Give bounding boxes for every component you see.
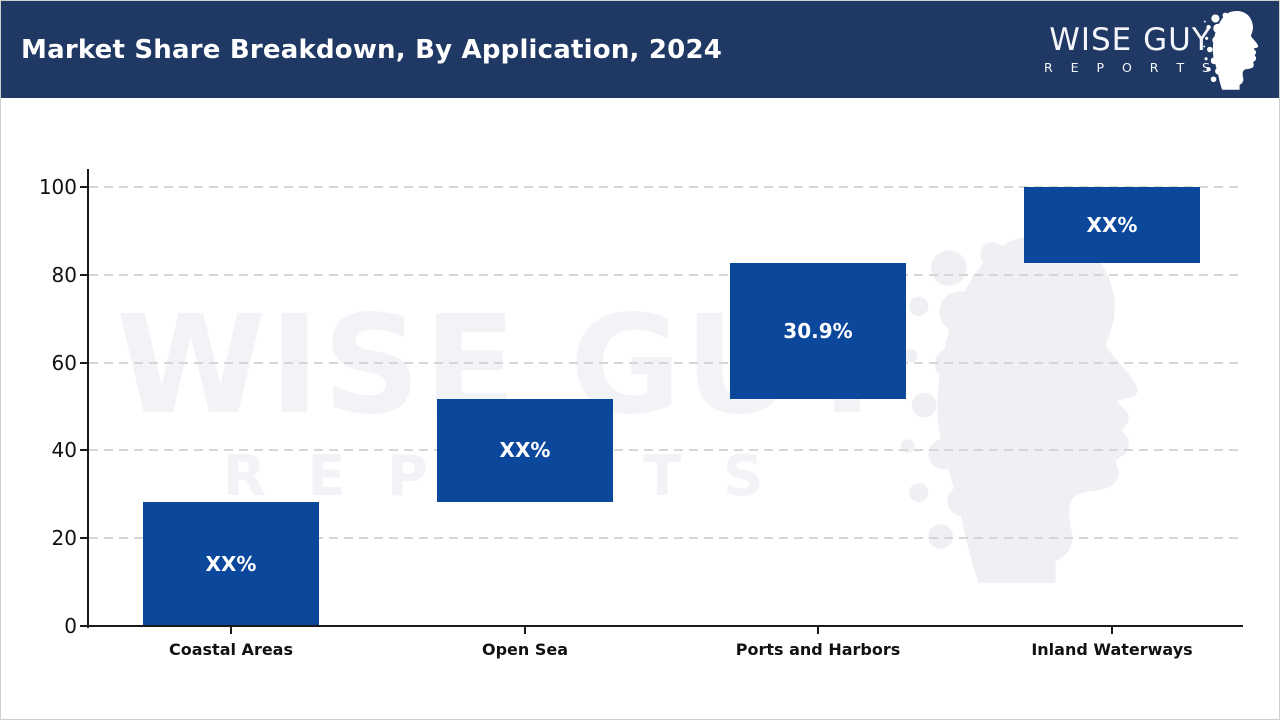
- ytick-mark-20: [80, 537, 88, 540]
- chart-title: Market Share Breakdown, By Application, …: [21, 34, 723, 65]
- ytick-mark-60: [80, 361, 88, 364]
- watermark-head-icon: [895, 235, 1138, 583]
- ytick-label-0: 0: [64, 614, 77, 638]
- y-axis-line: [87, 169, 89, 628]
- x-axis-line: [87, 625, 1243, 627]
- gridline-60: [89, 361, 1243, 364]
- xtick-mark-ports-and-harbors: [817, 627, 819, 634]
- gridline-100: [89, 186, 1243, 188]
- ytick-label-100: 100: [38, 175, 77, 199]
- ytick-label-80: 80: [51, 262, 77, 287]
- bar-coastal-areas: XX%: [143, 501, 319, 626]
- logo-text: WISE GUY R E P O R T S: [1043, 21, 1217, 75]
- ytick-label-60: 60: [51, 350, 77, 375]
- bar-value-label: 30.9%: [783, 319, 853, 344]
- xtick-mark-coastal-areas: [230, 627, 232, 634]
- bar-inland-waterways: XX%: [1024, 187, 1200, 264]
- bar-open-sea: XX%: [437, 399, 613, 502]
- gridline-20: [89, 537, 1243, 540]
- bar-value-label: XX%: [205, 551, 257, 576]
- logo-subtitle: R E P O R T S: [1043, 59, 1217, 75]
- bar-value-label: XX%: [499, 438, 551, 463]
- bar-value-label: XX%: [1086, 213, 1138, 238]
- ytick-label-20: 20: [51, 526, 77, 551]
- xlabel-ports-and-harbors: Ports and Harbors: [735, 640, 901, 659]
- xtick-mark-inland-waterways: [1111, 627, 1113, 634]
- ytick-mark-40: [80, 449, 88, 452]
- ytick-mark-100: [80, 186, 88, 188]
- header-bar: Market Share Breakdown, By Application, …: [1, 1, 1279, 98]
- bar-ports-and-harbors: 30.9%: [730, 263, 906, 400]
- gridline-40: [89, 449, 1243, 452]
- gridline-80: [89, 273, 1243, 276]
- xlabel-coastal-areas: Coastal Areas: [169, 640, 293, 659]
- logo-head-icon: [1203, 11, 1259, 90]
- logo-wordmark: WISE GUY: [1049, 21, 1212, 58]
- xtick-mark-open-sea: [524, 627, 526, 634]
- xlabel-open-sea: Open Sea: [481, 640, 569, 659]
- ytick-mark-0: [80, 625, 88, 627]
- xlabel-inland-waterways: Inland Waterways: [1031, 640, 1193, 659]
- wiseguy-logo: WISE GUY R E P O R T S: [1044, 9, 1265, 90]
- ytick-label-40: 40: [51, 438, 77, 463]
- ytick-mark-80: [80, 273, 88, 276]
